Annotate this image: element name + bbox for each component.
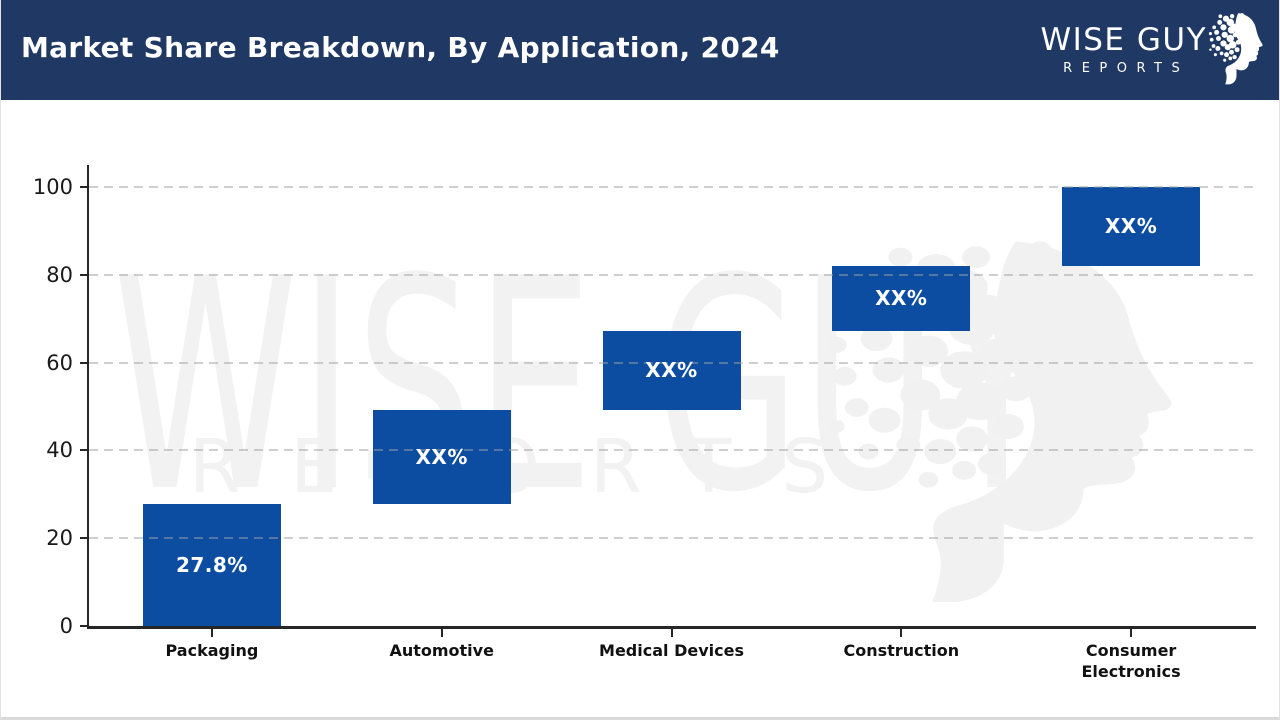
header: Market Share Breakdown, By Application, …	[1, 0, 1279, 100]
logo-head-icon	[1208, 13, 1263, 85]
watermark-subtitle: REPORTS	[189, 424, 879, 510]
page-title: Market Share Breakdown, By Application, …	[21, 30, 780, 64]
watermark-head-icon	[826, 241, 1172, 603]
wise-guy-logo: WISE GUY REPORTS	[1040, 10, 1265, 90]
logo-wordmark: WISE GUY	[1040, 22, 1207, 58]
logo-subtitle: REPORTS	[1063, 61, 1190, 76]
chart-region: WISE GUY REPORTS	[1, 100, 1279, 717]
